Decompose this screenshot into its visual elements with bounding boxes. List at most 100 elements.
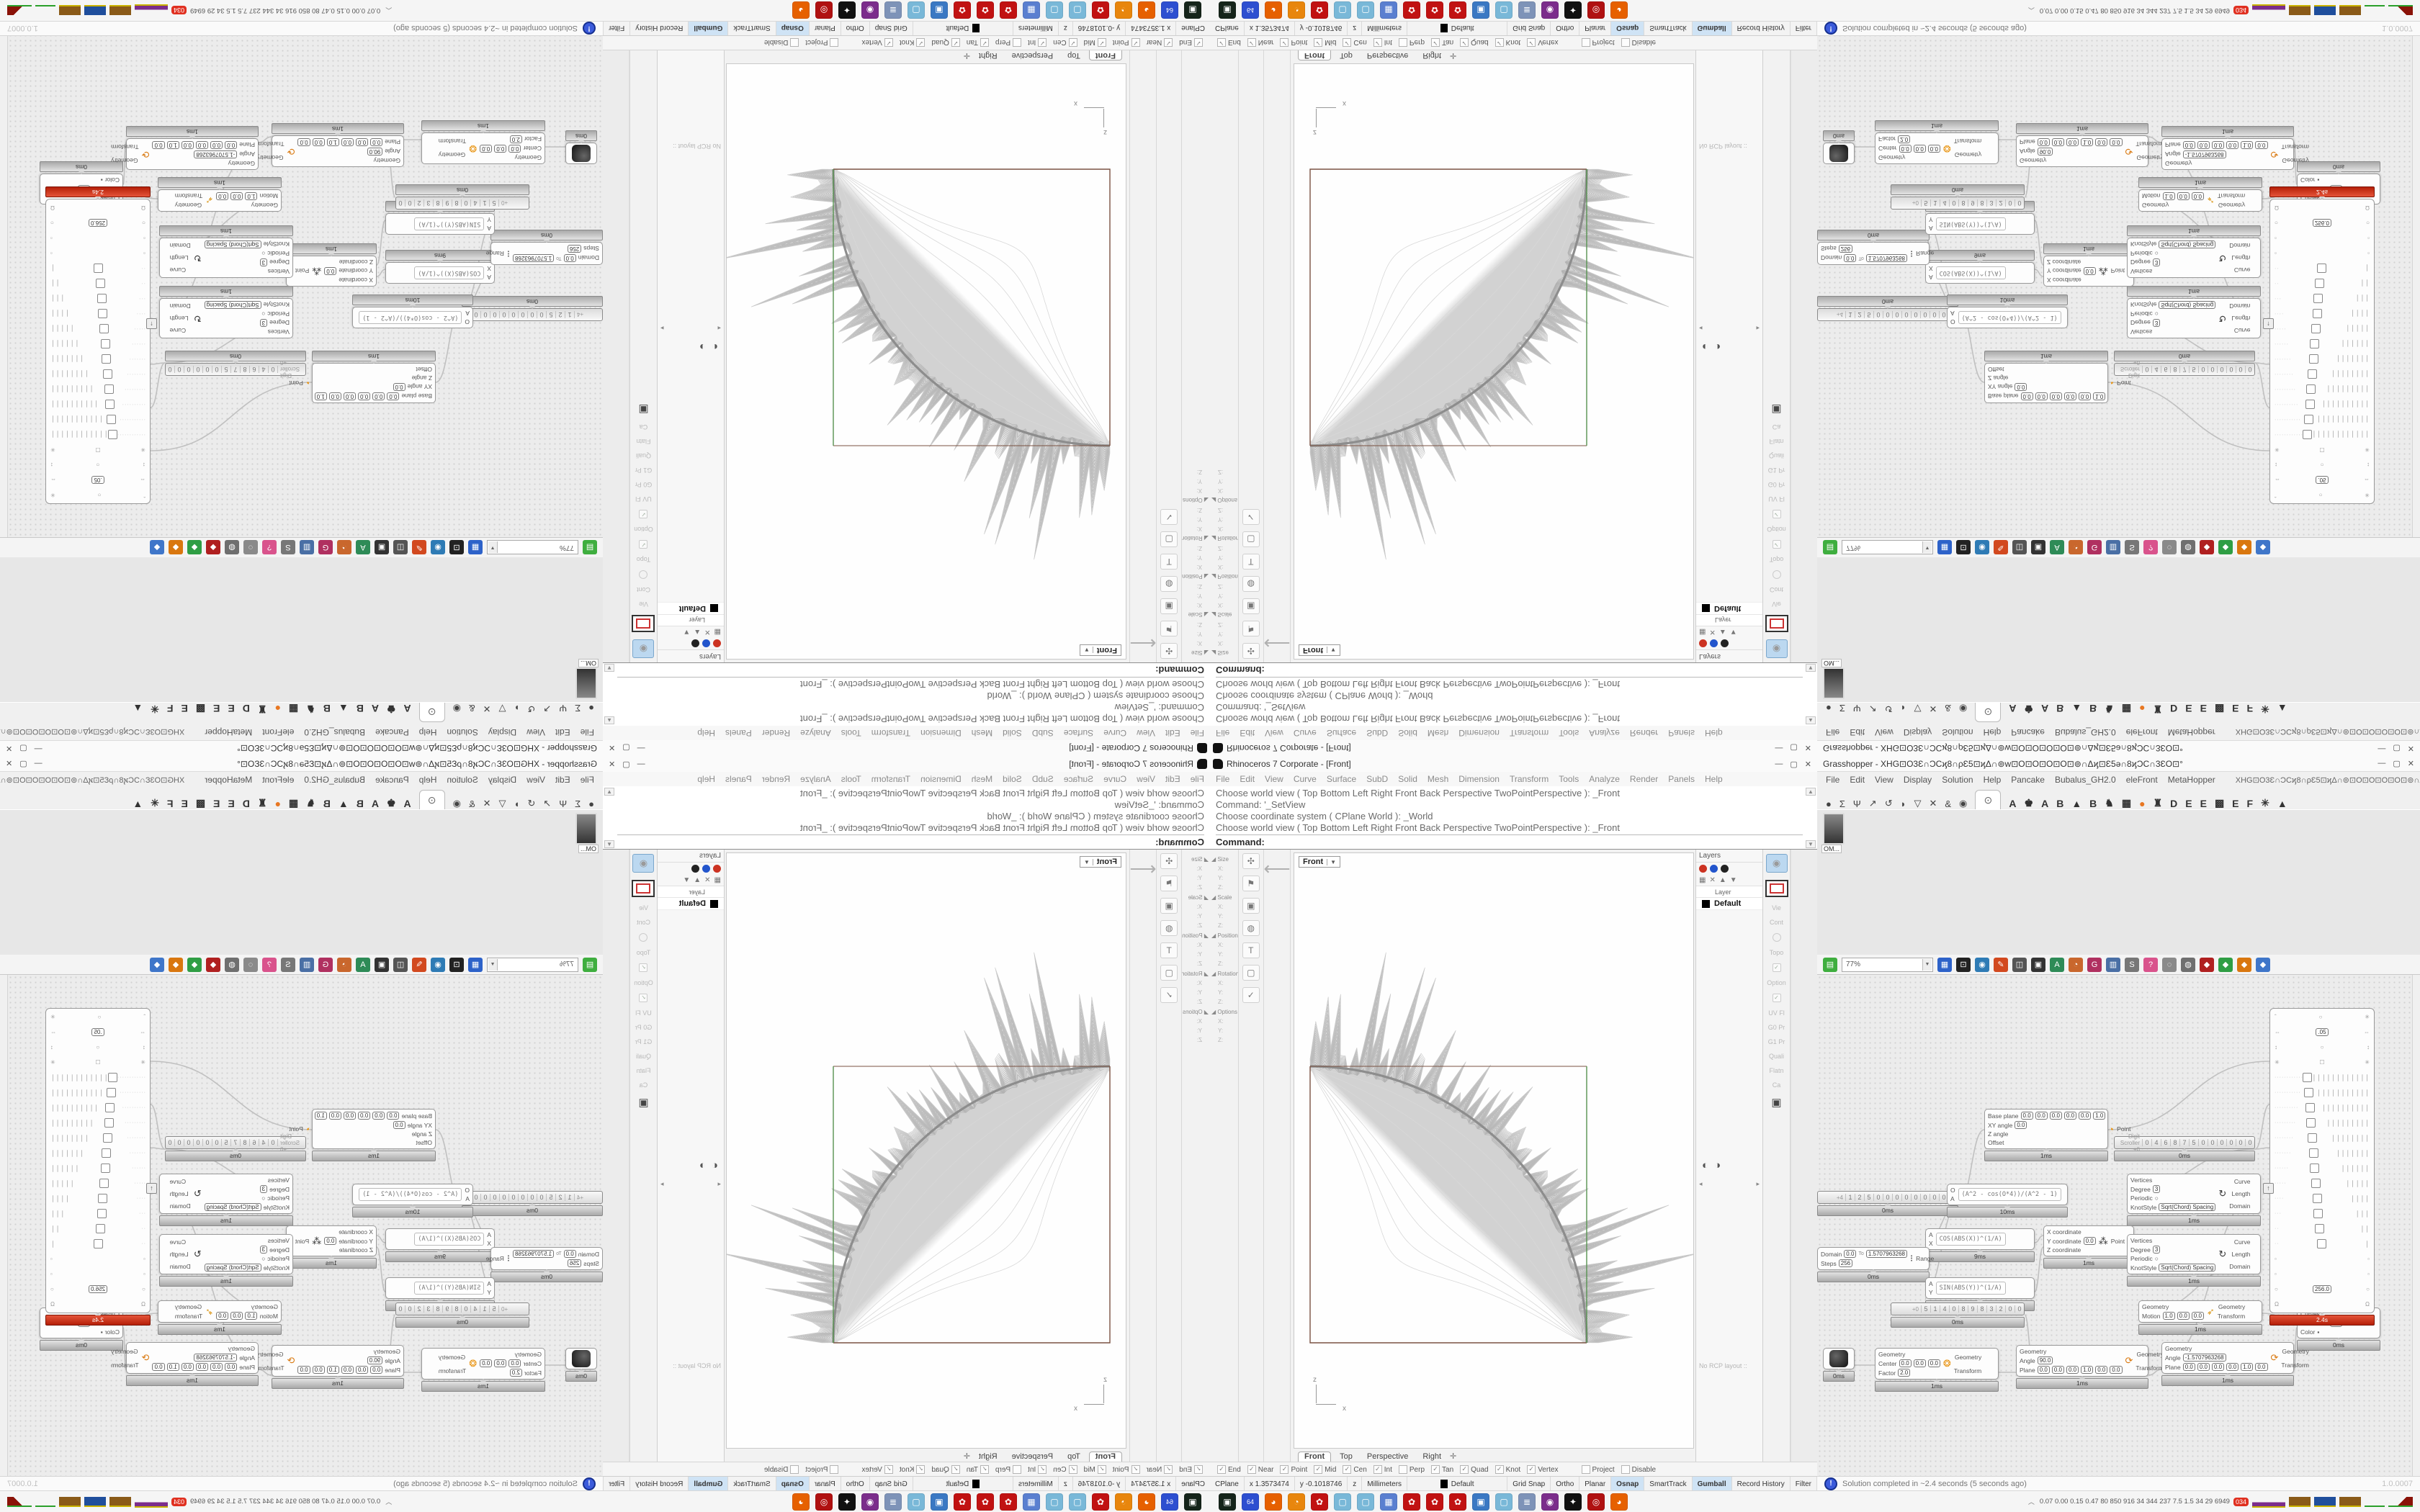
gh-tab-icon-8[interactable]: &	[468, 798, 475, 809]
display-settings-icon[interactable]: ▣	[1472, 1493, 1489, 1511]
output-length[interactable]: Length	[169, 1250, 189, 1258]
status-filter[interactable]: Filter	[603, 21, 630, 35]
scroller-digit[interactable]: 0	[1911, 311, 1920, 318]
status-gumball[interactable]: Gumball	[688, 1477, 728, 1491]
status-millimeters[interactable]: Millimeters	[1012, 1477, 1058, 1491]
nav-right-icon[interactable]: ▸	[1756, 325, 1760, 332]
command-scrollbar[interactable]: ▲ ▼	[604, 664, 614, 724]
output-curve[interactable]: Curve	[169, 326, 187, 334]
gh-component-interpolate-1[interactable]: Vertices Degree 3 Periodic ○ KnotStyle Sqrt(Ch…	[2127, 286, 2261, 338]
status-planar[interactable]: Planar	[1579, 21, 1612, 35]
scroller-digit[interactable]: 0	[1930, 1194, 1939, 1201]
value-chip[interactable]: 0.0	[2197, 1363, 2210, 1371]
gh-tab-icon-0[interactable]: ●	[588, 798, 594, 809]
layers-filter-icon-0[interactable]	[713, 639, 721, 647]
status-grid-snap[interactable]: Grid Snap	[869, 1477, 913, 1491]
rhino-command-area[interactable]: Choose world view ( Top Bottom Left Righ…	[1210, 662, 1817, 726]
value-chip[interactable]: 0.0	[393, 1121, 405, 1129]
input-a[interactable]: A	[487, 225, 491, 232]
input-knotstyle[interactable]: KnotStyle Sqrt(Chord) Spacing	[204, 1203, 290, 1211]
bake-icon[interactable]: ◫	[393, 957, 408, 972]
gh-tab-icon-1[interactable]: Σ	[1839, 798, 1845, 809]
digit-scroller[interactable]: Digit Scroller +0 0 4 6 8 7 5 0 0 0 0 0 0	[2114, 1133, 2255, 1153]
gh-tab-icon-1[interactable]: Σ	[1839, 703, 1845, 714]
rhino-menu-tools[interactable]: Tools	[1559, 728, 1579, 738]
value-chip[interactable]: 2.0	[509, 135, 522, 143]
output-point[interactable]: Point	[2117, 1125, 2131, 1133]
notepad-icon-3[interactable]: ▢	[1495, 1493, 1512, 1511]
new-viewport-icon[interactable]: ✛	[963, 1452, 970, 1461]
rhino-titlebar[interactable]: Rhinoceros 7 Corporate - [Front] — ▢ ✕	[603, 756, 1210, 773]
notepad-icon-3[interactable]: ▢	[908, 1, 925, 19]
scroller-digit[interactable]: 0	[1883, 1194, 1892, 1201]
output-geometry[interactable]: Geometry	[111, 1347, 138, 1355]
input-motion[interactable]: Motion 1.0 0.0 0.0	[216, 192, 278, 200]
osnap-checkbox-icon[interactable]: ✓	[1527, 38, 1536, 47]
gh-plugin-tab-4[interactable]: ▲	[338, 798, 349, 809]
status-millimeters[interactable]: Millimeters	[1362, 1477, 1408, 1491]
scroll-down-icon[interactable]: ▼	[604, 840, 614, 848]
output-curve[interactable]: Curve	[2233, 326, 2251, 334]
preview-eye-icon[interactable]: ◉	[431, 540, 445, 555]
output-domain[interactable]: Domain	[2229, 1262, 2251, 1270]
status-osnap[interactable]: Osnap	[775, 21, 809, 35]
scroller-digit[interactable]: 9	[443, 199, 452, 207]
gh-plugin-tab-4[interactable]: ▲	[338, 703, 349, 714]
boxedit-section-rotation[interactable]: ◢ Rotation	[1211, 535, 1239, 541]
find-icon[interactable]: S	[281, 540, 295, 555]
value-chip[interactable]: .05	[2316, 1028, 2329, 1036]
sphere-icon[interactable]: ◍	[1242, 576, 1260, 592]
scroller-digit[interactable]: 0	[500, 311, 509, 318]
input-factor[interactable]: Factor 2.0	[1878, 135, 1940, 143]
blank-swatch-icon[interactable]: ▢	[1242, 965, 1260, 981]
input-factor[interactable]: Factor 2.0	[480, 135, 542, 143]
input-knotstyle[interactable]: KnotStyle Sqrt(Chord) Spacing	[204, 240, 290, 248]
gh-menu-bubalus-gh2-0[interactable]: Bubalus_GH2.0	[304, 727, 366, 737]
value-chip[interactable]: 3	[259, 1185, 268, 1193]
scroller-digit[interactable]: 0	[1873, 311, 1883, 318]
maximize-icon[interactable]: ▢	[622, 743, 630, 752]
osnap-checkbox-icon[interactable]	[1581, 38, 1590, 47]
checkbox-icon[interactable]: ✓	[1772, 510, 1781, 518]
owl-icon[interactable]: ◉	[1541, 1, 1559, 19]
scroller-digit[interactable]: 2	[556, 1194, 565, 1201]
scroller-digit[interactable]: 8	[2170, 1139, 2179, 1146]
status-z[interactable]: z	[1348, 1477, 1363, 1491]
camera-panel-icon[interactable]: ◉	[632, 639, 655, 658]
gh-component-interpolate-2[interactable]: Vertices Degree 3 Periodic ○ KnotStyle Sqrt(Ch…	[159, 1234, 293, 1287]
gh-component-range[interactable]: Domain 0.0 To 1.5707963268 Steps 256 ⁝ Range 0ms	[1817, 1247, 1934, 1282]
gh-titlebar[interactable]: Grasshopper - XHG⊡O3Ɛ∩ϽϹϗ8∩ρƐ5⊡ϗΔ∩⊚w⊡O⊡O…	[0, 740, 603, 756]
value-chip[interactable]: 0.0	[508, 145, 521, 153]
front-viewport[interactable]: Front ▼ z x	[1294, 852, 1694, 1449]
osnap-vertex[interactable]: ✓ Vertex	[1527, 1465, 1559, 1474]
row-checkbox[interactable]	[97, 294, 107, 303]
blank-swatch-icon[interactable]: ▢	[1160, 965, 1178, 981]
input-geometry[interactable]: Geometry	[480, 1351, 542, 1358]
zoom-dropdown[interactable]: 77% ▼	[487, 540, 578, 555]
scroller-digit[interactable]: 4	[471, 1305, 480, 1313]
rhino-menu-subd[interactable]: SubD	[1366, 728, 1389, 738]
layer-row-default[interactable]: Default	[658, 602, 724, 614]
output-domain[interactable]: Domain	[169, 1202, 191, 1210]
sketch-flame-icon[interactable]: ✎	[412, 540, 426, 555]
viewport-title-chip[interactable]: Front ▼	[1299, 644, 1341, 656]
gh-tab-icon-9[interactable]: ◉	[1959, 703, 1968, 714]
save-file-icon[interactable]: ▦	[468, 540, 483, 555]
row-checkbox[interactable]	[100, 339, 110, 348]
input-a[interactable]: A	[487, 274, 491, 281]
gh-plugin-tab-15[interactable]: F	[166, 703, 174, 714]
value-chip[interactable]: .05	[2316, 476, 2329, 484]
scroller-digit[interactable]: 2	[415, 1305, 424, 1313]
minimize-icon[interactable]: —	[2378, 759, 2386, 768]
rhino-menu-surface[interactable]: Surface	[1063, 728, 1094, 738]
rhino-menu-solid[interactable]: Solid	[1398, 728, 1417, 738]
value-chip[interactable]: Sqrt(Chord) Spacing	[204, 301, 261, 309]
gh-component-mesh-sphere[interactable]: 0ms	[565, 130, 597, 164]
input-plane[interactable]: Plane 0.0 0.0 0.0 0.0 1.0 0.0	[2165, 141, 2268, 149]
gh-menu-file[interactable]: File	[1826, 775, 1840, 785]
input-motion[interactable]: Motion 1.0 0.0 0.0	[216, 1312, 278, 1320]
tray-chevron-icon[interactable]: ︿	[2027, 1498, 2035, 1506]
gumball-icon[interactable]: ▣	[375, 957, 389, 972]
notepad-icon-2[interactable]: ▢	[1357, 1, 1374, 19]
scroller-digit[interactable]: 3	[424, 1305, 434, 1313]
